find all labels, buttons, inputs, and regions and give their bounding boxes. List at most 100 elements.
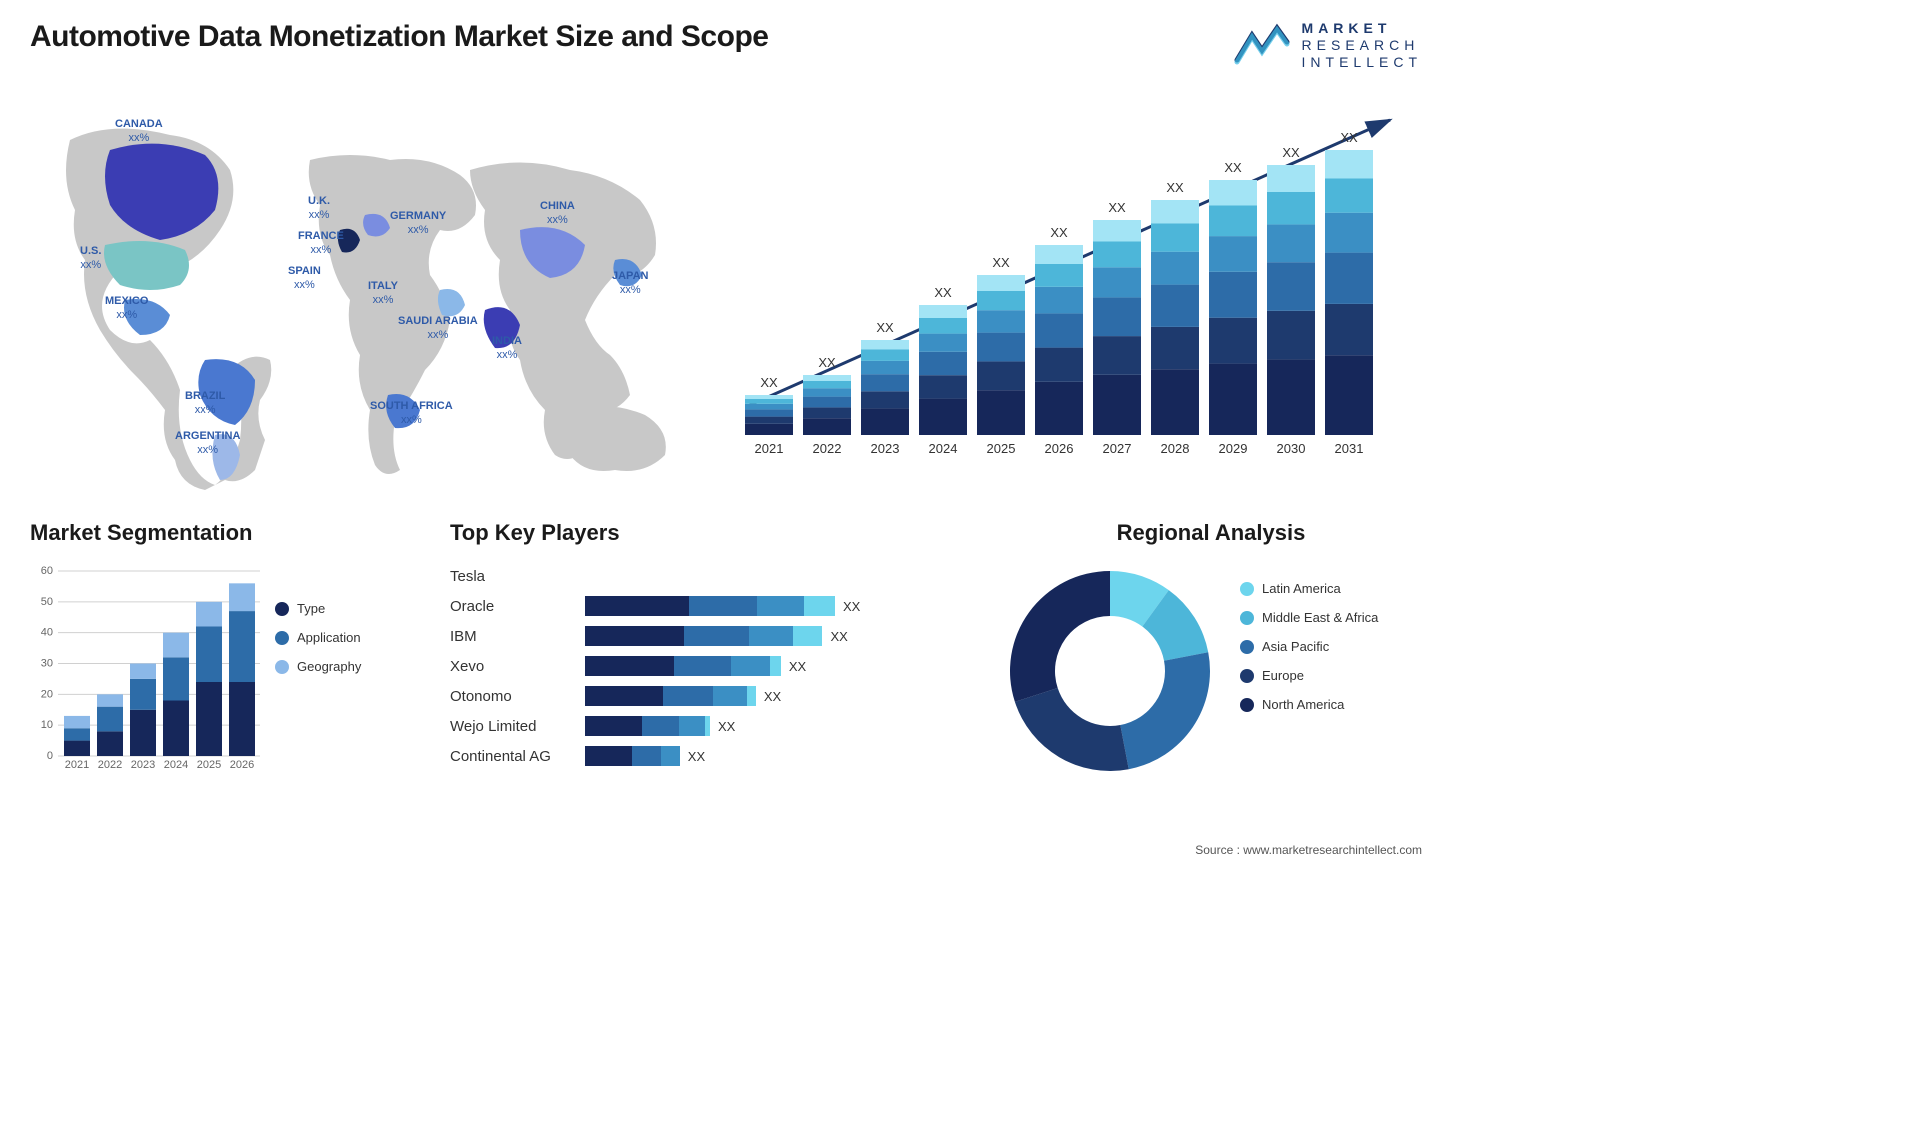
svg-text:XX: XX: [1108, 200, 1126, 215]
svg-text:2025: 2025: [197, 759, 221, 771]
svg-text:XX: XX: [1224, 160, 1242, 175]
main-chart-svg: XX 2021 XX 2022 XX 2023 XX 2024 XX 2025 XX 2026 XX 20…: [730, 100, 1410, 470]
svg-text:XX: XX: [1050, 225, 1068, 240]
map-label-us: U.S.xx%: [80, 245, 101, 271]
player-wejolimited: Wejo Limited: [450, 711, 570, 741]
player-oracle: Oracle: [450, 591, 570, 621]
svg-text:XX: XX: [1340, 130, 1358, 145]
segmentation-chart: 0 10 20 30 40 50 60 2021 2022 2023 2024 2025 2026: [30, 561, 260, 791]
player-bar: [585, 686, 756, 706]
svg-text:2022: 2022: [98, 759, 122, 771]
svg-text:XX: XX: [1282, 145, 1300, 160]
page-title: Automotive Data Monetization Market Size…: [30, 20, 768, 54]
regional-title: Regional Analysis: [1000, 520, 1422, 546]
players-section: Top Key Players TeslaOracleIBMXevoOtonom…: [450, 520, 980, 791]
map-label-spain: SPAINxx%: [288, 265, 321, 291]
player-bar: [585, 596, 835, 616]
svg-text:30: 30: [41, 658, 53, 670]
svg-text:20: 20: [41, 689, 53, 701]
map-label-india: INDIAxx%: [492, 335, 522, 361]
player-value: XX: [789, 659, 806, 674]
logo: MARKET RESEARCH INTELLECT: [1232, 20, 1422, 70]
segmentation-title: Market Segmentation: [30, 520, 430, 546]
svg-text:XX: XX: [992, 255, 1010, 270]
svg-text:XX: XX: [934, 285, 952, 300]
map-label-china: CHINAxx%: [540, 200, 575, 226]
donut-svg: [1005, 566, 1215, 776]
logo-line2: RESEARCH: [1302, 37, 1422, 54]
player-bar-row: XX: [585, 681, 980, 711]
player-tesla: Tesla: [450, 561, 570, 591]
player-bar: [585, 716, 710, 736]
seg-legend-application: Application: [275, 630, 430, 645]
player-bar: [585, 626, 823, 646]
svg-text:40: 40: [41, 627, 53, 639]
map-label-argentina: ARGENTINAxx%: [175, 430, 240, 456]
player-xevo: Xevo: [450, 651, 570, 681]
map-label-southafrica: SOUTH AFRICAxx%: [370, 400, 453, 426]
svg-text:2026: 2026: [1045, 441, 1074, 456]
player-bar-row: XX: [585, 741, 980, 771]
svg-text:2024: 2024: [929, 441, 958, 456]
svg-text:2021: 2021: [65, 759, 89, 771]
regional-legend-asiapacific: Asia Pacific: [1240, 639, 1422, 654]
player-bar-row: XX: [585, 651, 980, 681]
player-bar-row: XX: [585, 591, 980, 621]
map-label-germany: GERMANYxx%: [390, 210, 446, 236]
map-label-france: FRANCExx%: [298, 230, 344, 256]
regional-legend-middleeastafrica: Middle East & Africa: [1240, 610, 1422, 625]
map-label-canada: CANADAxx%: [115, 118, 163, 144]
player-bar: [585, 656, 781, 676]
segmentation-svg: 0 10 20 30 40 50 60 2021 2022 2023 2024 2025 2026: [30, 561, 260, 776]
svg-text:2023: 2023: [131, 759, 155, 771]
players-chart: XX XX XX XX XX XX: [585, 561, 980, 771]
player-bar-row: XX: [585, 621, 980, 651]
logo-line1: MARKET: [1302, 20, 1422, 37]
donut-chart: [1000, 561, 1220, 781]
player-value: XX: [843, 599, 860, 614]
svg-text:2025: 2025: [987, 441, 1016, 456]
segmentation-section: Market Segmentation 0 10 20 30 40 50 60 2021 202…: [30, 520, 430, 791]
svg-text:10: 10: [41, 720, 53, 732]
player-value: XX: [831, 629, 848, 644]
map-label-mexico: MEXICOxx%: [105, 295, 148, 321]
player-continentalag: Continental AG: [450, 741, 570, 771]
regional-legend: Latin America Middle East & Africa Asia Pa…: [1240, 561, 1422, 781]
svg-text:2026: 2026: [230, 759, 254, 771]
svg-text:2027: 2027: [1103, 441, 1132, 456]
map-label-italy: ITALYxx%: [368, 280, 398, 306]
svg-text:XX: XX: [876, 320, 894, 335]
player-otonomo: Otonomo: [450, 681, 570, 711]
player-bar-row: XX: [585, 711, 980, 741]
logo-icon: [1232, 20, 1292, 70]
svg-text:2030: 2030: [1277, 441, 1306, 456]
segmentation-legend: TypeApplicationGeography: [275, 561, 430, 791]
svg-text:2028: 2028: [1161, 441, 1190, 456]
svg-text:2031: 2031: [1335, 441, 1364, 456]
seg-legend-geography: Geography: [275, 659, 430, 674]
main-bar-chart: XX 2021 XX 2022 XX 2023 XX 2024 XX 2025 XX 2026 XX 20…: [730, 100, 1422, 470]
player-value: XX: [718, 719, 735, 734]
svg-text:XX: XX: [818, 355, 836, 370]
map-label-saudiarabia: SAUDI ARABIAxx%: [398, 315, 478, 341]
regional-section: Regional Analysis Latin America Middle Ea…: [1000, 520, 1422, 791]
regional-legend-latinamerica: Latin America: [1240, 581, 1422, 596]
logo-line3: INTELLECT: [1302, 54, 1422, 71]
map-label-japan: JAPANxx%: [612, 270, 648, 296]
map-label-uk: U.K.xx%: [308, 195, 330, 221]
players-title: Top Key Players: [450, 520, 980, 546]
svg-text:XX: XX: [760, 375, 778, 390]
svg-text:0: 0: [47, 750, 53, 762]
source-text: Source : www.marketresearchintellect.com: [1195, 843, 1422, 857]
svg-text:2023: 2023: [871, 441, 900, 456]
svg-text:60: 60: [41, 565, 53, 577]
svg-text:2021: 2021: [755, 441, 784, 456]
regional-legend-europe: Europe: [1240, 668, 1422, 683]
svg-text:50: 50: [41, 596, 53, 608]
player-bar: [585, 746, 680, 766]
player-value: XX: [764, 689, 781, 704]
svg-text:2022: 2022: [813, 441, 842, 456]
svg-text:2029: 2029: [1219, 441, 1248, 456]
svg-text:2024: 2024: [164, 759, 188, 771]
map-label-brazil: BRAZILxx%: [185, 390, 225, 416]
